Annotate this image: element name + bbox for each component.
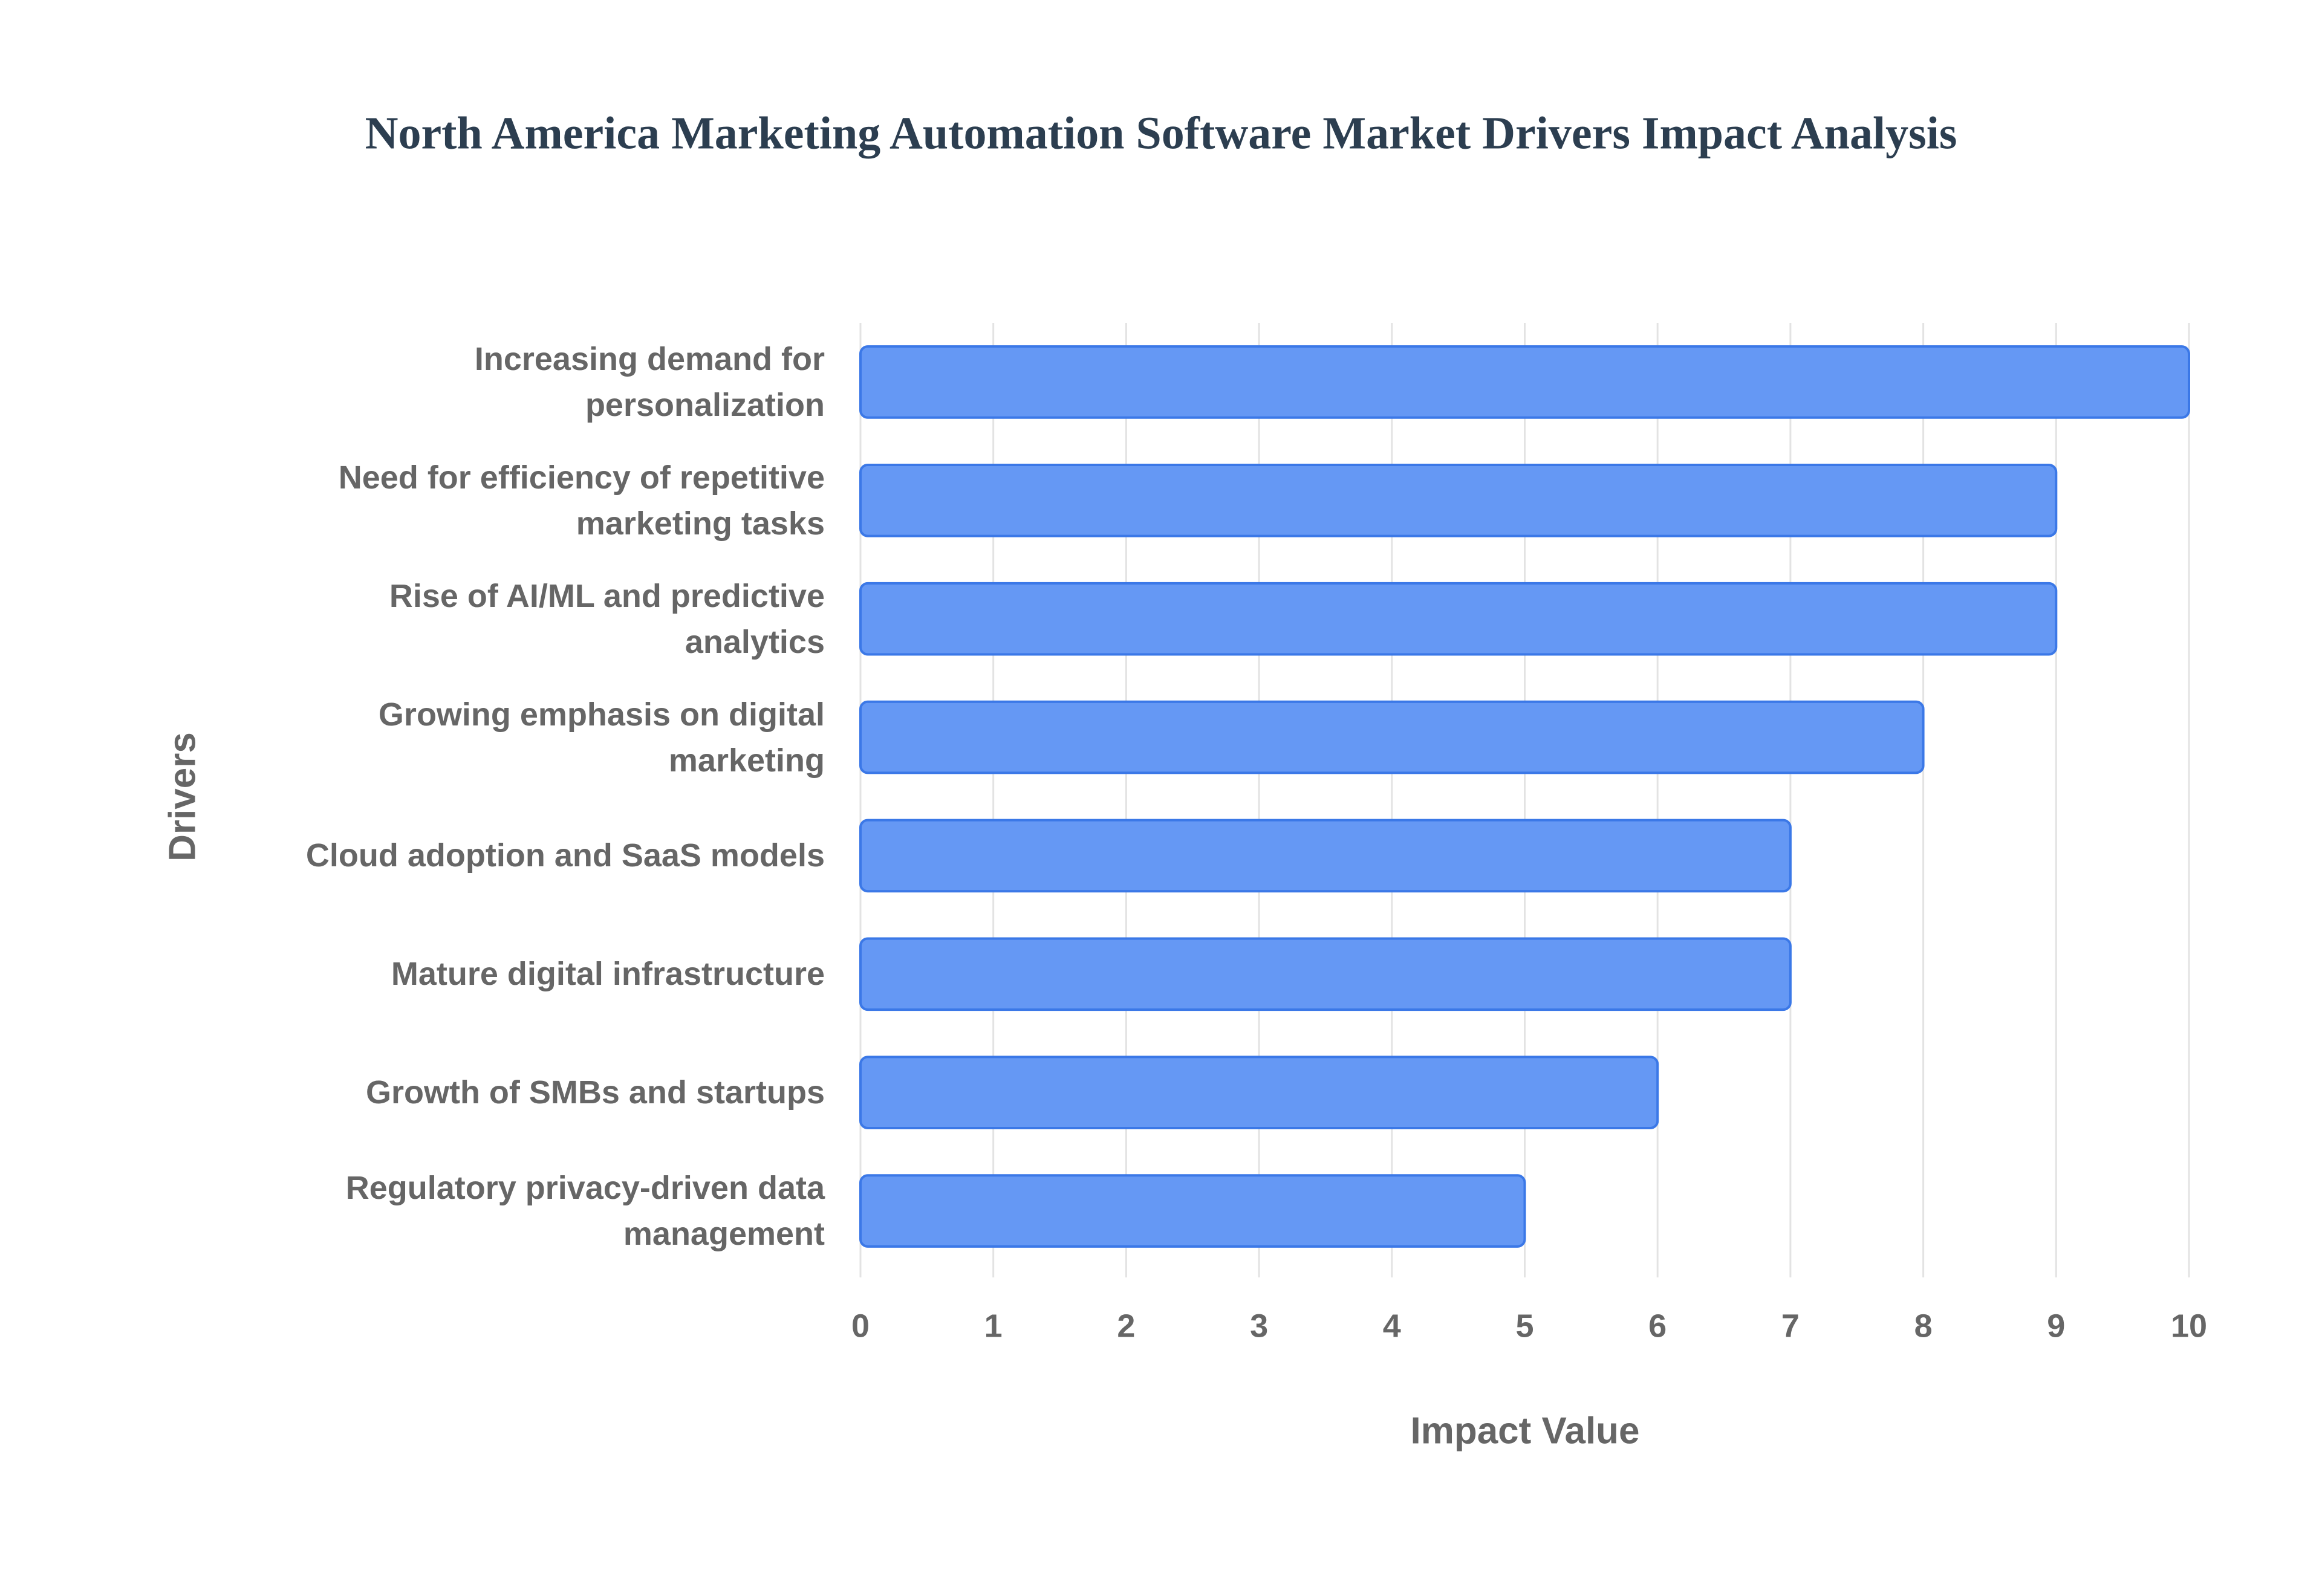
x-tick-label: 2 — [1117, 1308, 1135, 1344]
bar — [859, 464, 2058, 537]
x-tick-label: 9 — [2047, 1308, 2065, 1344]
bar — [859, 1056, 1659, 1129]
x-tick-label: 4 — [1383, 1308, 1401, 1344]
x-axis-title: Impact Value — [1410, 1410, 1639, 1452]
x-tick-label: 1 — [984, 1308, 1003, 1344]
y-tick-label: Mature digital infrastructure — [391, 956, 825, 993]
x-tick-label: 10 — [2171, 1308, 2207, 1344]
x-tick-label: 0 — [851, 1308, 870, 1344]
chart-title: North America Marketing Automation Softw… — [365, 108, 1957, 158]
y-tick-label: Need for efficiency of repetitive market… — [338, 459, 825, 542]
x-tick-label: 6 — [1648, 1308, 1667, 1344]
y-axis-title: Drivers — [161, 732, 203, 861]
y-tick-label: Rise of AI/ML and predictive analytics — [389, 577, 825, 660]
y-tick-label: Growth of SMBs and startups — [365, 1074, 825, 1111]
y-tick-label: Growing emphasis on digital marketing — [378, 696, 825, 779]
x-tick-label: 5 — [1515, 1308, 1533, 1344]
bar — [859, 700, 1925, 774]
bar — [859, 582, 2058, 656]
x-tick-label: 7 — [1781, 1308, 1800, 1344]
y-tick-label: Increasing demand for personalization — [474, 340, 825, 423]
x-tick-label: 8 — [1914, 1308, 1933, 1344]
y-tick-label: Cloud adoption and SaaS models — [305, 837, 825, 874]
bar — [859, 1174, 1526, 1248]
bar — [859, 819, 1792, 893]
y-tick-label: Regulatory privacy-driven data managemen… — [345, 1170, 825, 1253]
bar — [859, 937, 1792, 1011]
x-tick-label: 3 — [1250, 1308, 1268, 1344]
bar — [859, 345, 2190, 419]
